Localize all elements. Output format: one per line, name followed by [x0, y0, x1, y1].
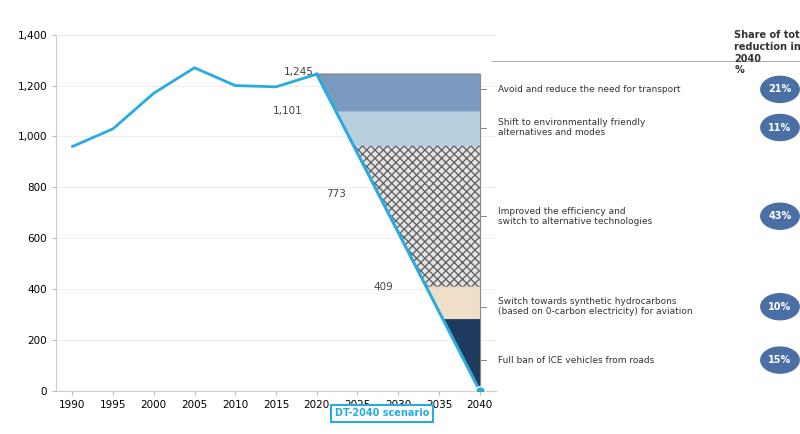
Text: 15%: 15%	[768, 355, 792, 365]
Text: 21%: 21%	[768, 84, 792, 94]
Text: 1,245: 1,245	[284, 66, 314, 76]
Text: 11%: 11%	[768, 122, 792, 132]
Text: 773: 773	[326, 189, 346, 199]
Text: 43%: 43%	[768, 211, 792, 221]
Text: Share of total
reduction in
2040
%: Share of total reduction in 2040 %	[734, 30, 800, 75]
Polygon shape	[426, 286, 480, 319]
Text: 1,101: 1,101	[274, 106, 303, 116]
Text: 409: 409	[374, 282, 394, 292]
Polygon shape	[354, 146, 480, 286]
Text: 10%: 10%	[768, 302, 792, 312]
Polygon shape	[335, 111, 480, 146]
Text: Full ban of ICE vehicles from roads: Full ban of ICE vehicles from roads	[498, 355, 654, 365]
Polygon shape	[317, 74, 480, 111]
Text: Improved the efficiency and
switch to alternative technologies: Improved the efficiency and switch to al…	[498, 207, 652, 226]
Text: Avoid and reduce the need for transport: Avoid and reduce the need for transport	[498, 85, 681, 94]
Text: Shift to environmentally friendly
alternatives and modes: Shift to environmentally friendly altern…	[498, 118, 646, 137]
Text: Switch towards synthetic hydrocarbons
(based on 0-carbon electricity) for aviati: Switch towards synthetic hydrocarbons (b…	[498, 297, 693, 316]
Text: DT-2040 scenario: DT-2040 scenario	[334, 408, 429, 418]
Polygon shape	[442, 319, 480, 391]
